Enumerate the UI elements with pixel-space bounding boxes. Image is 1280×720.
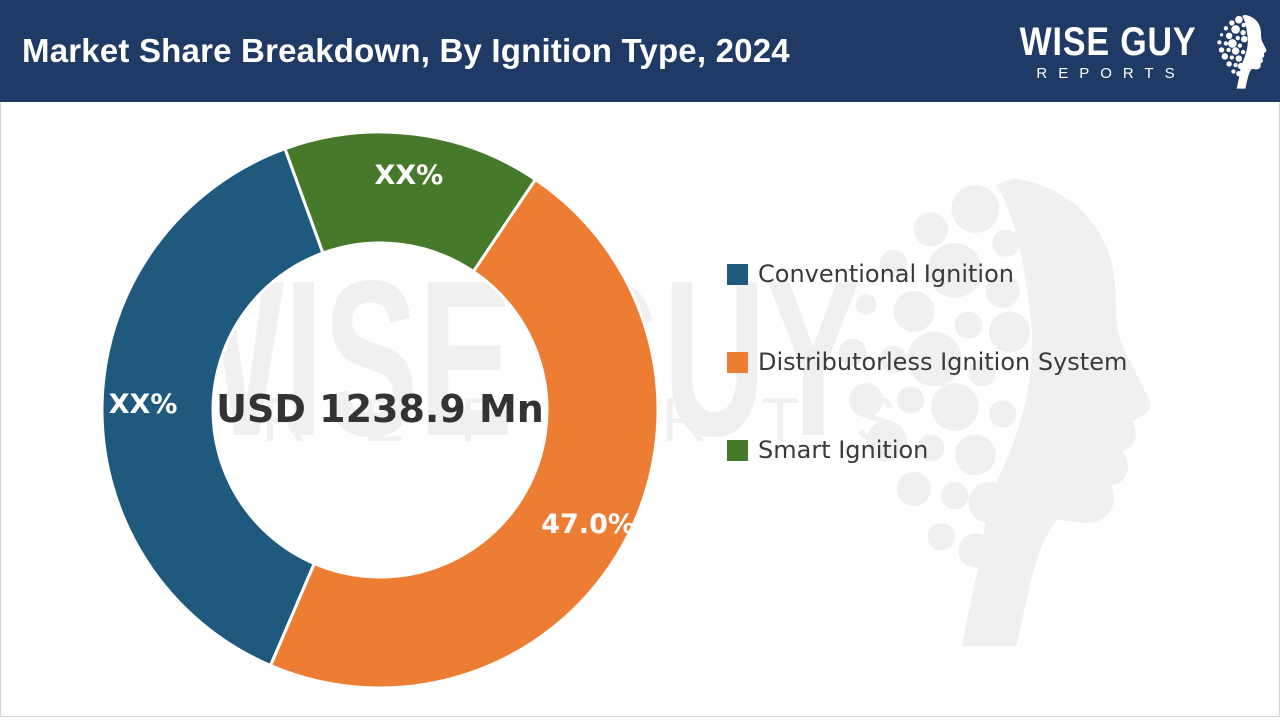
- legend-item: Conventional Ignition: [727, 262, 1127, 286]
- wise-guy-logo: WISE GUY REPORTS: [1004, 8, 1268, 94]
- slice-label-conventional-ignition: XX%: [109, 389, 178, 420]
- legend-label: Smart Ignition: [758, 436, 929, 464]
- donut-segment-conventional-ignition: [100, 146, 325, 668]
- logo-brand-text: WISE GUY: [1019, 19, 1197, 64]
- logo-head-icon: [1214, 13, 1268, 89]
- logo-reports-text: REPORTS: [1036, 64, 1186, 82]
- legend-label: Distributorless Ignition System: [758, 348, 1128, 376]
- header: Market Share Breakdown, By Ignition Type…: [0, 0, 1280, 102]
- slice-label-distributorless-ignition-system: 47.0%: [541, 509, 635, 540]
- legend-label: Conventional Ignition: [758, 260, 1014, 288]
- legend-swatch: [727, 263, 748, 285]
- legend-item: Distributorless Ignition System: [727, 350, 1127, 374]
- legend-item: Smart Ignition: [727, 438, 1127, 462]
- slice-label-smart-ignition: XX%: [375, 160, 444, 191]
- chart-legend: Conventional Ignition Distributorless Ign…: [727, 262, 1127, 462]
- page-title: Market Share Breakdown, By Ignition Type…: [22, 32, 790, 69]
- legend-swatch: [727, 439, 748, 461]
- donut-segment-distributorless-ignition-system: [268, 177, 660, 690]
- legend-swatch: [727, 351, 748, 373]
- logo-text: WISE GUY REPORTS: [1004, 22, 1212, 81]
- chart-center-value: USD 1238.9 Mn: [216, 387, 544, 431]
